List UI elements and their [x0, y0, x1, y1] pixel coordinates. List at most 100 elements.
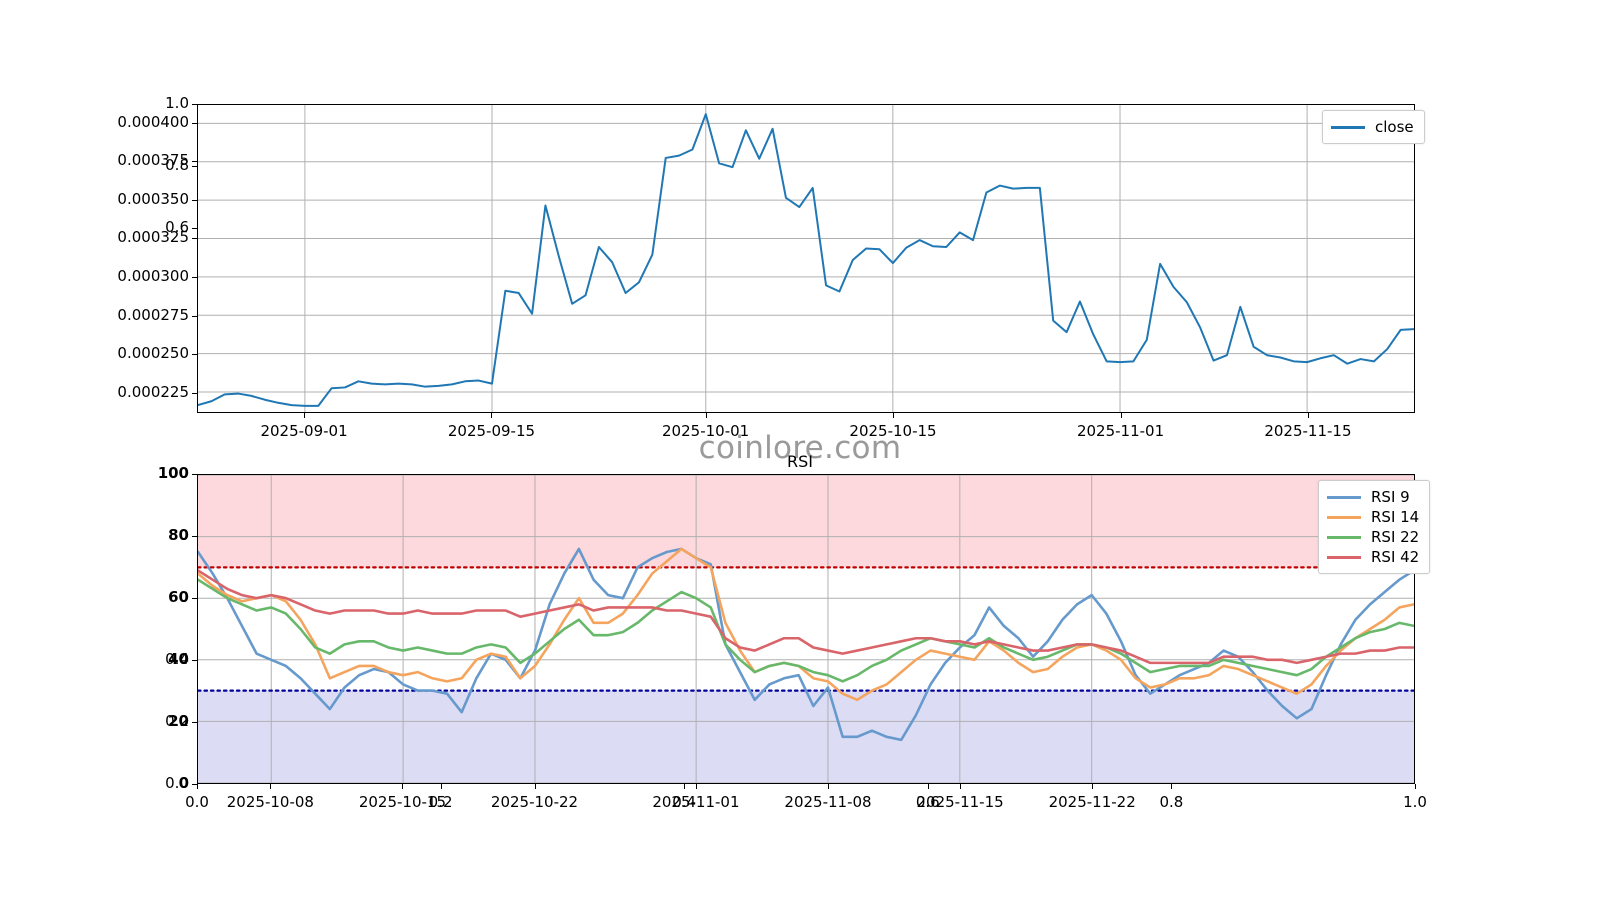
rsi-chart-panel [197, 474, 1415, 784]
price-legend: close [1322, 110, 1425, 144]
price-y-tick-mark [192, 392, 197, 394]
rsi-plot-area [198, 475, 1414, 783]
rsi-x-tick-label: 2025-10-22 [490, 793, 579, 811]
rsi-x-overlay-tick-mark [927, 784, 929, 789]
price-x-tick-mark [1307, 413, 1309, 418]
rsi-line-rsi-14 [198, 547, 1414, 702]
rsi-y-tick-label: 60 [168, 588, 189, 606]
rsi-x-tick-mark [960, 784, 962, 789]
price-y-tick-label: 0.000250 [117, 344, 189, 363]
rsi-y-overlay-tick-label: 0.0 [165, 774, 189, 792]
rsi-line-rsi-42 [198, 569, 1414, 665]
price-y-tick-label: 0.000400 [117, 112, 189, 131]
price-y-tick-mark [192, 277, 197, 279]
rsi-y-overlay-tick-mark [192, 722, 197, 723]
price-y-tick-mark [192, 199, 197, 201]
rsi-y-overlay-tick-label: 0.4 [165, 650, 189, 668]
rsi-chart-title: RSI [787, 452, 813, 471]
price-chart-panel [197, 104, 1415, 413]
rsi-x-overlay-tick-mark [197, 784, 198, 789]
rsi-x-tick-mark [828, 784, 829, 789]
price-legend-item[interactable]: close [1331, 117, 1414, 137]
legend-label: RSI 9 [1371, 488, 1410, 506]
price-x-tick-mark [491, 413, 493, 418]
price-y-overlay-tick-mark [192, 104, 197, 105]
rsi-band-oversold [198, 690, 1414, 783]
price-y-overlay-tick-label: 0.6 [165, 217, 189, 236]
rsi-x-tick-label: 2025-11-22 [1048, 793, 1136, 811]
rsi-x-tick-mark [1092, 784, 1094, 789]
rsi-y-tick-mark [192, 598, 197, 599]
price-x-tick-label: 2025-11-15 [1264, 422, 1352, 440]
rsi-x-overlay-tick-label: 0.4 [672, 793, 697, 811]
price-x-tick-label: 2025-11-01 [1076, 422, 1165, 440]
rsi-x-tick-label: 2025-11-15 [916, 793, 1004, 811]
rsi-x-tick-mark [270, 784, 272, 789]
rsi-x-overlay-tick-label: 1.0 [1403, 793, 1427, 811]
rsi-x-overlay-tick-label: 0.6 [915, 793, 940, 811]
price-y-tick-mark [192, 315, 197, 317]
rsi-x-tick-label: 2025-10-15 [358, 793, 447, 811]
rsi-y-tick-label: 100 [157, 464, 189, 482]
rsi-legend-item[interactable]: RSI 14 [1327, 507, 1419, 527]
rsi-y-tick-label: 40 [168, 650, 189, 668]
legend-line-swatch-icon [1327, 555, 1361, 559]
legend-line-swatch-icon [1327, 515, 1361, 519]
rsi-y-tick-label: 0 [178, 774, 189, 792]
price-x-tick-label: 2025-10-01 [662, 422, 750, 440]
price-y-tick-mark [192, 354, 197, 356]
price-close-line [198, 113, 1414, 407]
rsi-x-tick-mark [695, 784, 697, 789]
legend-label: close [1375, 118, 1414, 136]
price-y-tick-label: 0.000300 [117, 267, 189, 286]
price-y-tick-label: 0.000325 [117, 228, 189, 247]
price-x-tick-mark [1120, 413, 1122, 418]
price-y-tick-mark [192, 122, 197, 124]
price-y-tick-mark [192, 238, 197, 240]
legend-line-swatch-icon [1327, 495, 1361, 499]
legend-label: RSI 22 [1371, 528, 1420, 546]
rsi-legend: RSI 9 RSI 14 RSI 22 RSI 42 [1318, 480, 1431, 574]
price-y-tick-label: 0.000275 [117, 305, 189, 324]
price-y-tick-label: 0.000375 [117, 151, 189, 170]
legend-label: RSI 14 [1371, 508, 1420, 526]
rsi-y-overlay-tick-mark [192, 660, 197, 661]
price-y-tick-mark [192, 161, 197, 163]
rsi-legend-item[interactable]: RSI 22 [1327, 527, 1419, 547]
price-x-tick-mark [893, 413, 894, 418]
rsi-x-tick-mark [402, 784, 404, 789]
rsi-y-tick-mark [192, 474, 197, 475]
rsi-y-overlay-tick-label: 0.2 [165, 712, 189, 730]
rsi-x-tick-mark [534, 784, 536, 789]
rsi-x-overlay-tick-mark [1415, 784, 1416, 789]
rsi-x-tick-label: 2025-11-01 [652, 793, 740, 811]
rsi-x-overlay-tick-label: 0.8 [1159, 793, 1184, 811]
rsi-line-rsi-22 [198, 578, 1414, 683]
price-x-tick-label: 2025-09-01 [260, 422, 348, 440]
rsi-y-tick-mark [192, 536, 197, 537]
legend-line-swatch-icon [1327, 535, 1361, 539]
price-x-tick-mark [705, 413, 707, 418]
price-plot-area [198, 105, 1414, 412]
rsi-x-tick-label: 2025-10-08 [226, 793, 314, 811]
rsi-y-tick-label: 80 [168, 526, 189, 544]
rsi-x-overlay-tick-mark [1171, 784, 1173, 789]
price-y-overlay-tick-mark [192, 227, 197, 229]
price-y-overlay-tick-mark [192, 165, 197, 167]
rsi-x-tick-label: 2025-11-08 [784, 793, 872, 811]
rsi-x-overlay-tick-mark [440, 784, 442, 789]
legend-line-swatch-icon [1331, 125, 1365, 129]
rsi-x-overlay-tick-label: 0.0 [185, 793, 209, 811]
price-y-overlay-tick-label: 0.8 [165, 155, 189, 174]
price-y-overlay-tick-label: 1.0 [165, 94, 189, 112]
rsi-y-tick-label: 20 [168, 712, 189, 730]
price-y-tick-label: 0.000225 [117, 382, 189, 401]
rsi-y-overlay-tick-mark [192, 784, 197, 785]
rsi-x-overlay-tick-label: 0.2 [428, 793, 453, 811]
legend-label: RSI 42 [1371, 548, 1420, 566]
rsi-x-overlay-tick-mark [684, 784, 686, 789]
rsi-legend-item[interactable]: RSI 42 [1327, 547, 1419, 567]
rsi-legend-item[interactable]: RSI 9 [1327, 487, 1419, 507]
price-x-tick-label: 2025-09-15 [447, 422, 536, 440]
